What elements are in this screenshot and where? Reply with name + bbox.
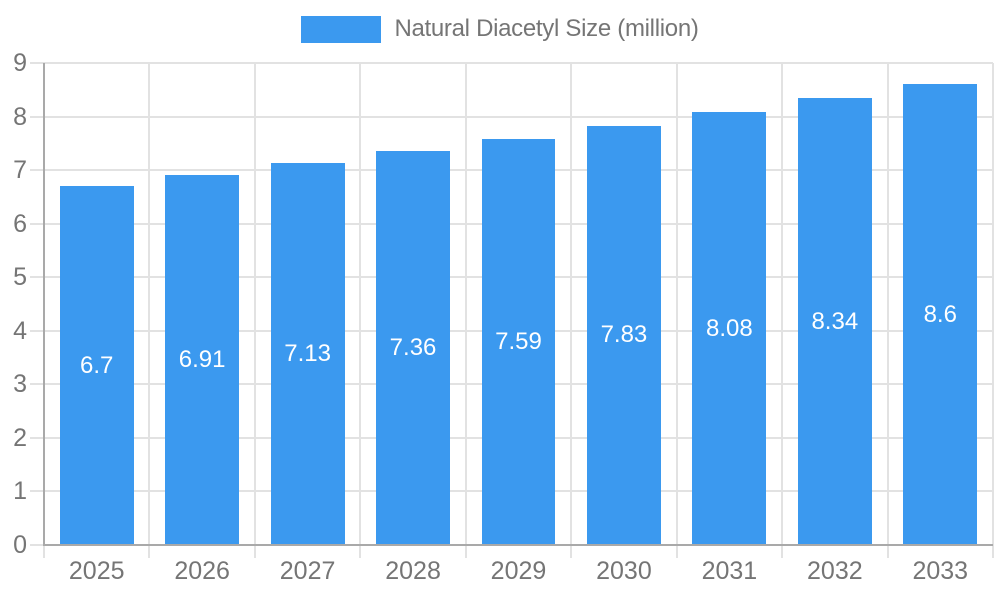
- bar[interactable]: 8.6: [903, 84, 978, 545]
- bar[interactable]: 8.08: [692, 112, 767, 545]
- x-axis-label: 2029: [490, 557, 547, 585]
- bar[interactable]: 7.83: [587, 125, 661, 545]
- y-axis-tick-label: 8: [13, 102, 27, 131]
- x-axis-label: 2027: [279, 557, 336, 585]
- x-axis-label: 2032: [807, 557, 863, 585]
- bar[interactable]: 7.36: [376, 150, 450, 545]
- bar[interactable]: 6.91: [165, 174, 240, 545]
- bar[interactable]: 6.7: [59, 186, 134, 545]
- bar-value-label: 6.7: [80, 351, 114, 379]
- gridline-vertical: [992, 63, 994, 558]
- legend-item[interactable]: Natural Diacetyl Size (million): [301, 15, 699, 43]
- gridline-vertical: [886, 63, 889, 558]
- gridline-vertical: [570, 63, 573, 558]
- y-axis-tick-label: 0: [13, 531, 27, 559]
- legend-label: Natural Diacetyl Size (million): [394, 15, 699, 42]
- y-axis-tick-label: 1: [13, 477, 27, 506]
- gridline-vertical: [359, 63, 362, 558]
- bar-value-label: 7.83: [600, 321, 648, 349]
- y-axis-tick-label: 2: [13, 423, 27, 452]
- gridline-horizontal: [30, 115, 993, 118]
- x-axis-tick: [43, 545, 45, 558]
- bar[interactable]: 7.13: [270, 163, 345, 545]
- y-axis-tick: [30, 544, 44, 546]
- gridline-vertical: [148, 63, 151, 558]
- bar-value-label: 7.13: [284, 340, 331, 368]
- gridline-vertical: [253, 63, 256, 558]
- y-axis-tick-label: 5: [13, 263, 27, 292]
- bar-value-label: 8.34: [811, 307, 859, 335]
- y-axis-tick-label: 6: [13, 209, 27, 238]
- x-axis-label: 2030: [596, 557, 652, 585]
- bar[interactable]: 7.59: [481, 138, 556, 545]
- y-axis-tick-label: 9: [13, 49, 27, 77]
- bar-value-label: 7.59: [495, 327, 542, 355]
- gridline-horizontal: [30, 62, 993, 64]
- x-axis-label: 2033: [912, 557, 969, 585]
- legend-swatch-icon: [301, 15, 382, 43]
- gridline-vertical: [464, 63, 467, 558]
- x-axis-label: 2025: [68, 557, 125, 585]
- x-axis-label: 2026: [174, 557, 230, 585]
- bar-value-label: 8.08: [706, 314, 753, 342]
- bar[interactable]: 8.34: [797, 98, 872, 545]
- bar-value-label: 7.36: [389, 333, 437, 361]
- x-axis-line: [43, 544, 993, 546]
- gridline-vertical: [675, 63, 678, 558]
- y-axis-tick-label: 4: [13, 316, 27, 345]
- x-axis-label: 2028: [385, 557, 441, 585]
- bar-value-label: 6.91: [178, 345, 226, 373]
- bar-value-label: 8.6: [923, 300, 957, 328]
- legend: Natural Diacetyl Size (million): [0, 15, 1000, 43]
- gridline-vertical: [781, 63, 784, 558]
- x-axis-label: 2031: [701, 557, 758, 585]
- y-axis-tick-label: 7: [13, 156, 27, 185]
- y-axis-tick-label: 3: [13, 370, 27, 399]
- y-axis-line: [43, 63, 45, 545]
